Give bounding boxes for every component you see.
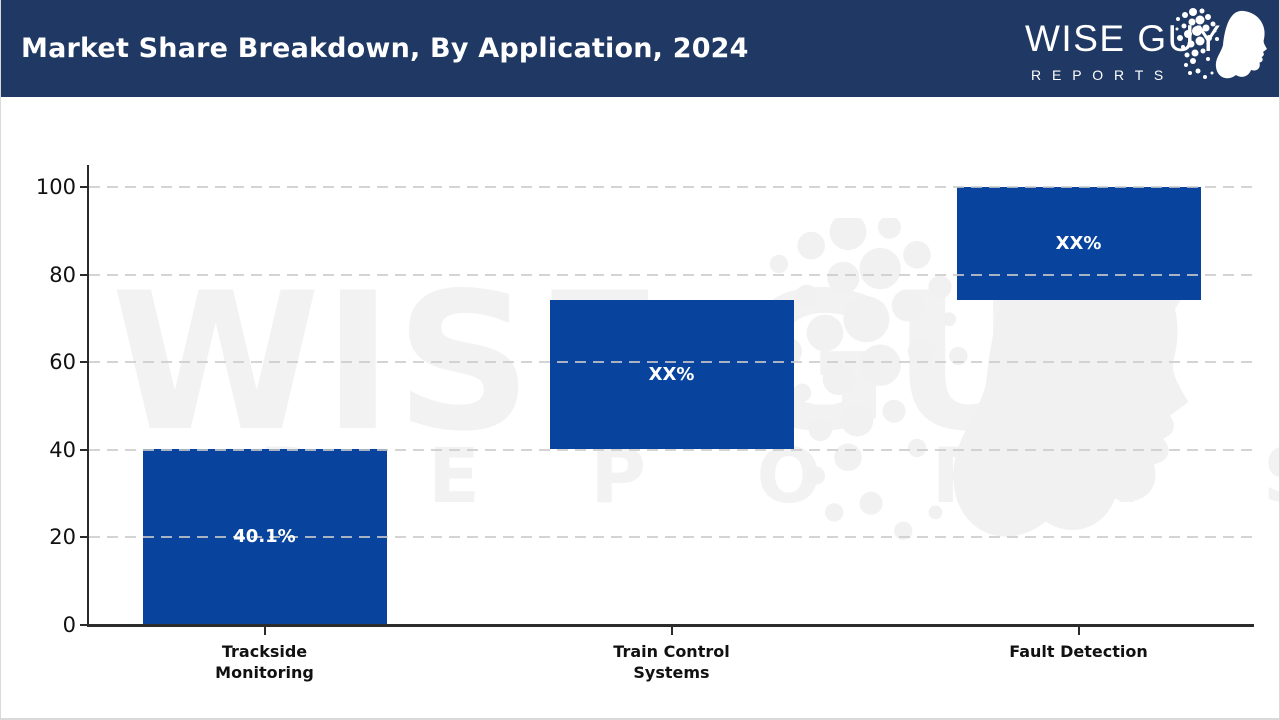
grid-line: [89, 361, 1254, 364]
y-tick-label: 100: [35, 175, 76, 199]
y-tick-label: 0: [62, 613, 76, 637]
y-tick-mark: [80, 186, 88, 188]
y-tick-label: 20: [49, 525, 76, 550]
bar-label: XX%: [1055, 232, 1102, 254]
logo-dotted-face-icon: [1175, 8, 1267, 79]
y-tick-label: 80: [49, 262, 76, 287]
x-category-label-line: Train Control: [613, 642, 730, 661]
watermark-dotted-face-icon: [767, 218, 1189, 540]
y-tick-mark: [80, 624, 88, 626]
x-category-label: Train Control Systems: [512, 641, 832, 683]
y-tick-mark: [80, 273, 88, 276]
grid-line: [89, 448, 1254, 451]
bar: [956, 187, 1201, 300]
grid-line: [89, 186, 1254, 188]
y-tick-label: 60: [49, 350, 76, 375]
logo-wordmark: WISE GUY: [1025, 18, 1222, 59]
x-axis-spine: [87, 624, 1254, 627]
bar: [549, 300, 794, 450]
x-tick-mark: [670, 627, 673, 635]
y-tick-label: 40: [49, 437, 76, 462]
grid-line: [89, 273, 1254, 276]
chart-title: Market Share Breakdown, By Application, …: [21, 33, 749, 64]
grid-line: [89, 536, 1254, 539]
x-category-label-line: Systems: [633, 663, 710, 682]
y-tick-mark: [80, 448, 88, 451]
x-tick-mark: [263, 627, 266, 635]
x-category-label-line: Monitoring: [215, 663, 314, 682]
x-category-label-line: Fault Detection: [1009, 642, 1148, 661]
y-tick-mark: [80, 536, 88, 539]
x-category-label-line: Trackside: [221, 642, 308, 661]
bar-label: XX%: [648, 363, 695, 385]
wiseguy-logo: WISE GUY R E P O R T S: [1025, 8, 1267, 83]
x-category-label: Fault Detection: [919, 641, 1239, 662]
header-bar: Market Share Breakdown, By Application, …: [1, 0, 1279, 97]
x-tick-mark: [1077, 627, 1080, 635]
y-axis-spine: [87, 165, 89, 627]
y-tick-mark: [80, 361, 88, 364]
x-category-label: Trackside Monitoring: [105, 641, 425, 683]
bar-label: 40.1%: [233, 526, 296, 548]
logo-subtitle: R E P O R T S: [1031, 67, 1167, 83]
